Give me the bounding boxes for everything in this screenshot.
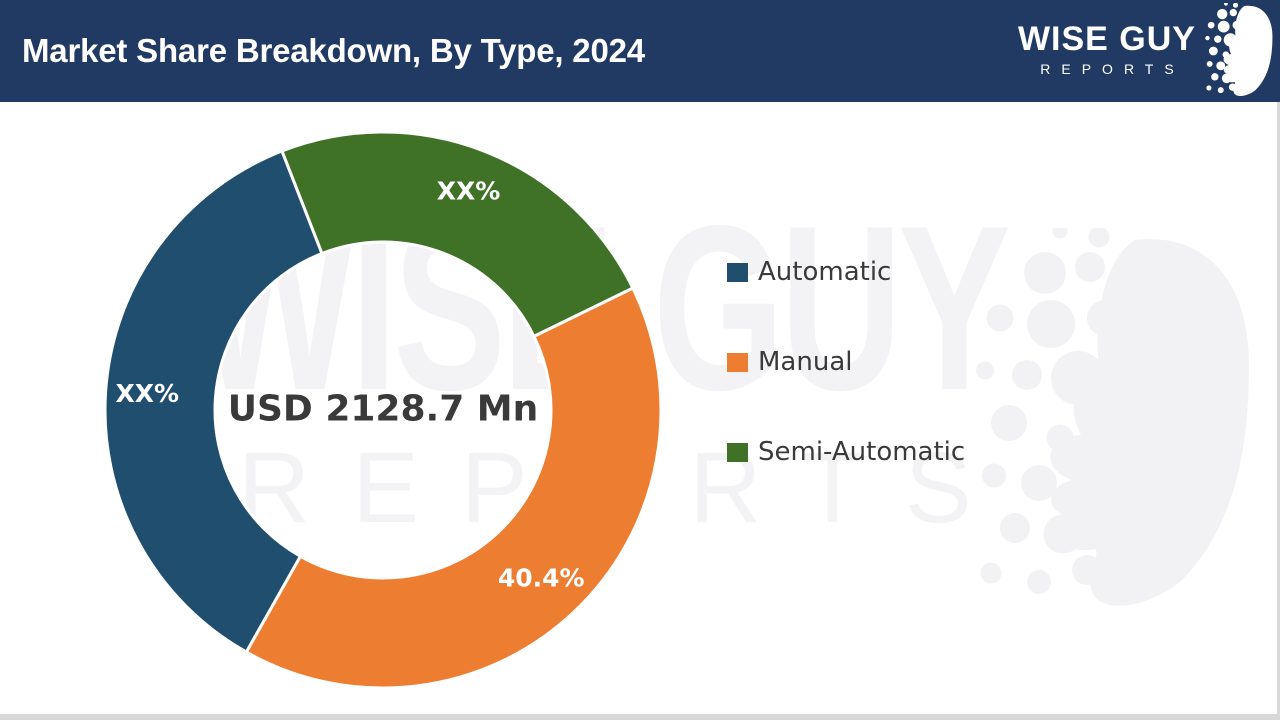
right-border [1277,102,1280,720]
legend-label: Manual [758,347,853,377]
donut-segment-manual [244,286,663,690]
legend-swatch [727,262,748,282]
segment-label-semi-automatic: XX% [437,177,501,206]
donut-segment-automatic [103,149,324,654]
legend-label: Automatic [758,257,892,287]
legend-item-manual: Manual [727,347,965,377]
legend-item-semi-automatic: Semi-Automatic [727,437,966,467]
legend-swatch [727,352,748,372]
chart-legend: Automatic Manual Semi-Automatic [727,257,966,467]
page-title: Market Share Breakdown, By Type, 2024 [22,32,645,69]
donut-segment-semi-automatic [280,130,635,338]
legend-swatch [727,442,748,462]
wiseguy-head-icon [1205,3,1273,96]
segment-label-manual: 40.4% [498,564,585,593]
logo-subtitle: REPORTS [1040,60,1185,77]
header-bar: Market Share Breakdown, By Type, 2024 WI… [0,0,1280,102]
legend-label: Semi-Automatic [758,437,966,467]
legend-item-automatic: Automatic [727,257,965,287]
bottom-border [0,714,1280,720]
brand-logo: WISE GUY REPORTS [1017,20,1196,76]
donut-center-value: USD 2128.7 Mn [227,388,539,430]
logo-wordmark: WISE GUY [1017,20,1196,58]
segment-label-automatic: XX% [115,379,179,408]
